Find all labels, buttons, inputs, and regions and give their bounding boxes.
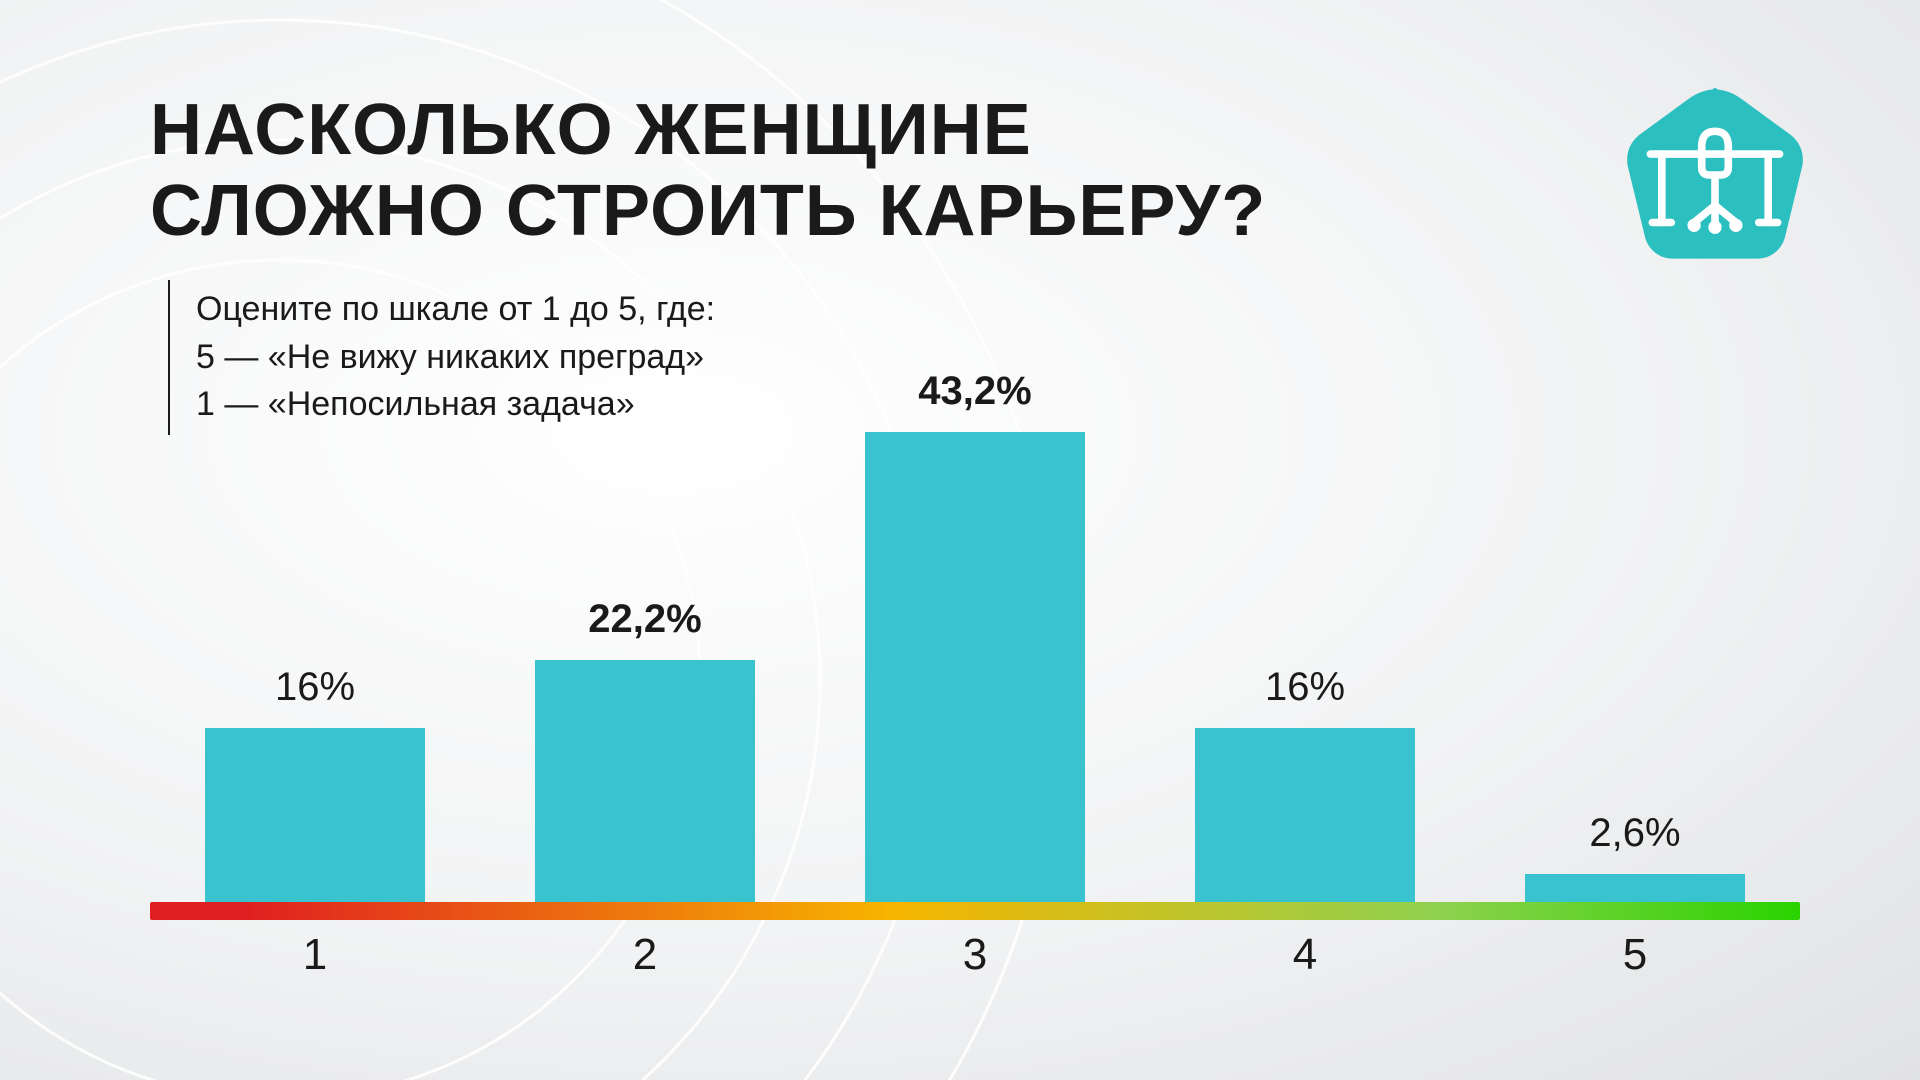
title-line-1: НАСКОЛЬКО ЖЕНЩИНЕ <box>150 90 1266 171</box>
bars-container: 16% 22,2% 43,2% 16% 2,6% <box>150 350 1800 902</box>
bar-slot: 16% <box>1140 350 1470 902</box>
brand-logo <box>1620 80 1810 270</box>
bar-value-label: 43,2% <box>918 369 1031 414</box>
bar-rect <box>865 432 1085 902</box>
bar-chart: 16% 22,2% 43,2% 16% 2,6% 12345 <box>150 350 1800 990</box>
bar-slot: 43,2% <box>810 350 1140 902</box>
bar-slot: 2,6% <box>1470 350 1800 902</box>
bar-rect <box>1525 874 1745 902</box>
bar-value-label: 16% <box>1265 665 1345 710</box>
axis-gradient-strip <box>150 902 1800 920</box>
x-axis-label: 1 <box>150 930 480 990</box>
bar-value-label: 22,2% <box>588 597 701 642</box>
bar-rect <box>535 660 755 902</box>
x-axis-label: 2 <box>480 930 810 990</box>
bar-slot: 22,2% <box>480 350 810 902</box>
bar-rect <box>1195 728 1415 902</box>
x-axis-labels: 12345 <box>150 930 1800 990</box>
bar-slot: 16% <box>150 350 480 902</box>
x-axis-label: 4 <box>1140 930 1470 990</box>
bar-value-label: 16% <box>275 665 355 710</box>
x-axis-label: 3 <box>810 930 1140 990</box>
page-title: НАСКОЛЬКО ЖЕНЩИНЕ СЛОЖНО СТРОИТЬ КАРЬЕРУ… <box>150 90 1266 251</box>
bar-rect <box>205 728 425 902</box>
title-line-2: СЛОЖНО СТРОИТЬ КАРЬЕРУ? <box>150 171 1266 252</box>
x-axis-label: 5 <box>1470 930 1800 990</box>
bar-value-label: 2,6% <box>1589 811 1680 856</box>
stage: НАСКОЛЬКО ЖЕНЩИНЕ СЛОЖНО СТРОИТЬ КАРЬЕРУ… <box>0 0 1920 1080</box>
subtitle-line-1: Оцените по шкале от 1 до 5, где: <box>196 286 715 334</box>
